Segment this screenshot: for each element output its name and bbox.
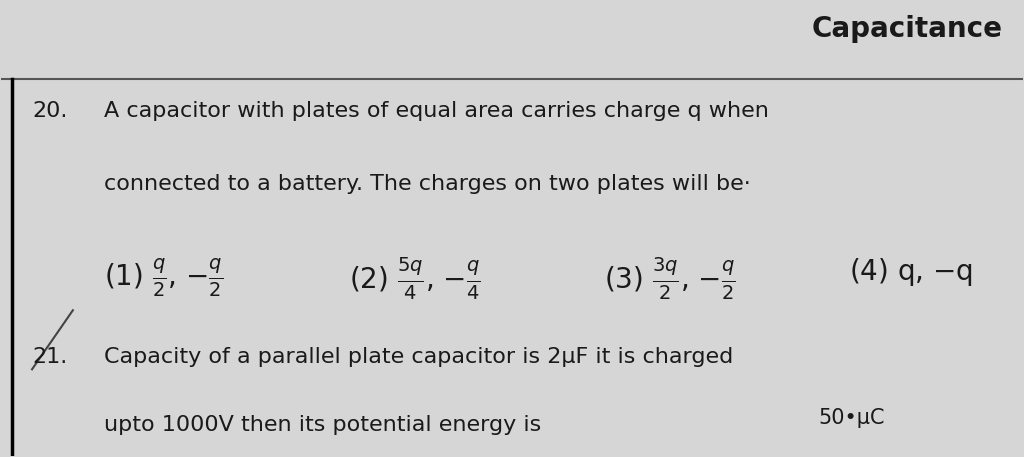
Text: (1) $\frac{q}{2}$, $-\frac{q}{2}$: (1) $\frac{q}{2}$, $-\frac{q}{2}$ bbox=[103, 256, 223, 298]
Text: Capacitance: Capacitance bbox=[811, 15, 1002, 43]
Text: A capacitor with plates of equal area carries charge q when: A capacitor with plates of equal area ca… bbox=[103, 101, 768, 121]
Text: (4) q, $-$q: (4) q, $-$q bbox=[849, 256, 973, 288]
Text: Capacity of a parallel plate capacitor is 2μF it is charged: Capacity of a parallel plate capacitor i… bbox=[103, 346, 733, 367]
Text: 50•μC: 50•μC bbox=[818, 409, 885, 428]
Text: 20.: 20. bbox=[32, 101, 68, 121]
Text: connected to a battery. The charges on two plates will be·: connected to a battery. The charges on t… bbox=[103, 174, 751, 194]
Text: (2) $\frac{5q}{4}$, $-\frac{q}{4}$: (2) $\frac{5q}{4}$, $-\frac{q}{4}$ bbox=[348, 256, 480, 302]
Text: upto 1000V then its potential energy is: upto 1000V then its potential energy is bbox=[103, 415, 541, 435]
Text: (3) $\frac{3q}{2}$, $-\frac{q}{2}$: (3) $\frac{3q}{2}$, $-\frac{q}{2}$ bbox=[604, 256, 735, 302]
Text: 21.: 21. bbox=[32, 346, 68, 367]
